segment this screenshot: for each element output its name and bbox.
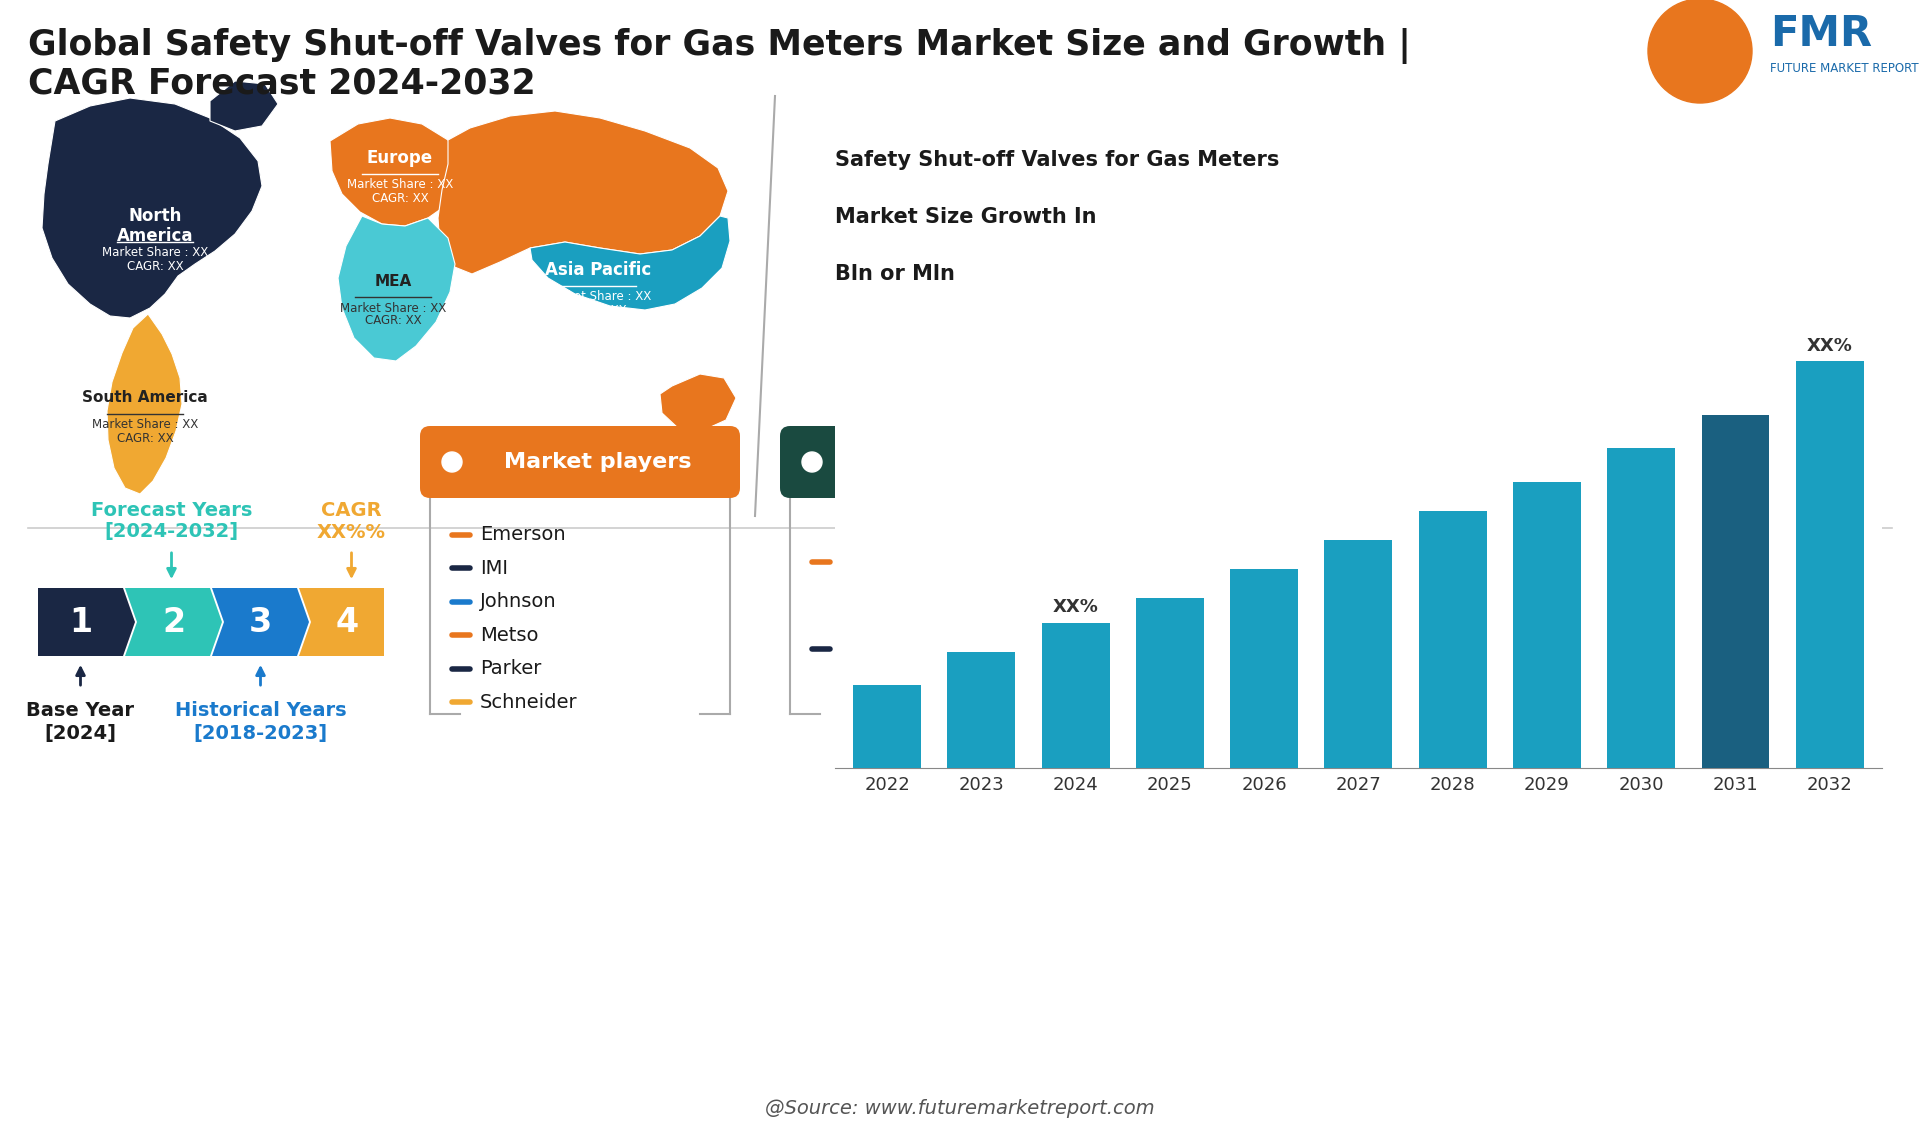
Circle shape — [803, 452, 822, 472]
Text: Market Size Growth In: Market Size Growth In — [835, 206, 1096, 227]
Text: CAGR: XX: CAGR: XX — [372, 191, 428, 204]
Bar — [1231, 568, 1298, 768]
Circle shape — [1162, 452, 1183, 472]
FancyBboxPatch shape — [420, 426, 739, 499]
Bar — [1325, 540, 1392, 768]
Text: CAGR: XX: CAGR: XX — [117, 432, 173, 445]
Text: XX%: XX% — [1052, 598, 1098, 617]
Circle shape — [1647, 0, 1751, 103]
Text: Asia Pacific: Asia Pacific — [545, 261, 651, 278]
Text: Global Safety Shut-off Valves for Gas Meters Market Size and Growth |: Global Safety Shut-off Valves for Gas Me… — [29, 28, 1411, 64]
Bar — [947, 652, 1016, 768]
Polygon shape — [211, 588, 309, 656]
Text: 4: 4 — [336, 605, 359, 638]
Text: CAGR: XX: CAGR: XX — [127, 259, 182, 273]
Text: By type: By type — [910, 452, 1006, 472]
Text: MEA: MEA — [374, 274, 411, 289]
Polygon shape — [530, 215, 730, 311]
Polygon shape — [660, 374, 735, 430]
Polygon shape — [330, 118, 463, 226]
FancyBboxPatch shape — [780, 426, 1100, 499]
Text: IMI: IMI — [480, 559, 509, 578]
Text: 1: 1 — [69, 605, 92, 638]
Bar — [1137, 598, 1204, 768]
Bar — [1701, 415, 1770, 768]
Text: Commercial: Commercial — [1200, 540, 1317, 558]
Polygon shape — [108, 314, 182, 494]
Text: Europe: Europe — [367, 149, 434, 167]
Text: XX%: XX% — [1807, 337, 1853, 355]
Text: Market Share : XX: Market Share : XX — [92, 418, 198, 432]
Text: CAGR: XX: CAGR: XX — [365, 314, 420, 328]
Bar — [1419, 511, 1486, 768]
Polygon shape — [438, 111, 728, 274]
Text: XX%%: XX%% — [317, 523, 386, 542]
Text: 2: 2 — [161, 605, 184, 638]
Text: Bln or Mln: Bln or Mln — [835, 264, 954, 283]
Polygon shape — [300, 588, 384, 656]
Text: CAGR: XX: CAGR: XX — [570, 304, 626, 316]
Text: Market players: Market players — [505, 452, 691, 472]
Polygon shape — [338, 215, 455, 361]
Bar — [1043, 622, 1110, 768]
Text: Market Share : XX: Market Share : XX — [545, 290, 651, 304]
Polygon shape — [209, 81, 278, 131]
Polygon shape — [42, 99, 261, 317]
Text: [2018-2023]: [2018-2023] — [194, 724, 328, 744]
Text: CAGR: CAGR — [321, 501, 382, 519]
Bar — [852, 685, 922, 768]
Text: Historical Years: Historical Years — [175, 701, 346, 721]
Text: [2024]: [2024] — [44, 724, 117, 744]
Circle shape — [442, 452, 463, 472]
Text: FUTURE MARKET REPORT: FUTURE MARKET REPORT — [1770, 62, 1918, 74]
Text: Safety Shut-off Valves for Gas Meters: Safety Shut-off Valves for Gas Meters — [835, 150, 1279, 170]
Text: CAGR Forecast 2024-2032: CAGR Forecast 2024-2032 — [29, 66, 536, 100]
FancyBboxPatch shape — [1140, 426, 1459, 499]
Text: Market Share : XX: Market Share : XX — [348, 179, 453, 191]
Polygon shape — [125, 588, 223, 656]
Text: Parker: Parker — [480, 659, 541, 678]
Text: Industrial: Industrial — [1200, 665, 1292, 683]
Text: Home: Home — [1200, 602, 1258, 621]
Text: Emerson: Emerson — [480, 525, 566, 544]
Text: Automatic: Automatic — [841, 552, 941, 571]
Text: Manual: Manual — [841, 639, 910, 658]
Bar — [1607, 448, 1674, 768]
Text: Market Share : XX: Market Share : XX — [340, 301, 445, 314]
Polygon shape — [38, 588, 134, 656]
Bar — [1513, 481, 1580, 768]
Text: Base Year: Base Year — [27, 701, 134, 721]
Text: Schneider: Schneider — [480, 693, 578, 712]
Text: Forecast Years: Forecast Years — [90, 501, 252, 519]
Text: Johnson: Johnson — [480, 592, 557, 611]
Text: FMR: FMR — [1770, 13, 1872, 55]
Text: [2024-2032]: [2024-2032] — [104, 523, 238, 542]
Text: @Source: www.futuremarketreport.com: @Source: www.futuremarketreport.com — [766, 1099, 1154, 1117]
Text: South America: South America — [83, 391, 207, 406]
Text: Metso: Metso — [480, 626, 538, 645]
Text: 3: 3 — [250, 605, 273, 638]
Text: Market Share : XX: Market Share : XX — [102, 246, 207, 259]
Bar — [1795, 361, 1864, 768]
Text: North
America: North America — [117, 206, 194, 245]
Text: By application: By application — [1229, 452, 1407, 472]
